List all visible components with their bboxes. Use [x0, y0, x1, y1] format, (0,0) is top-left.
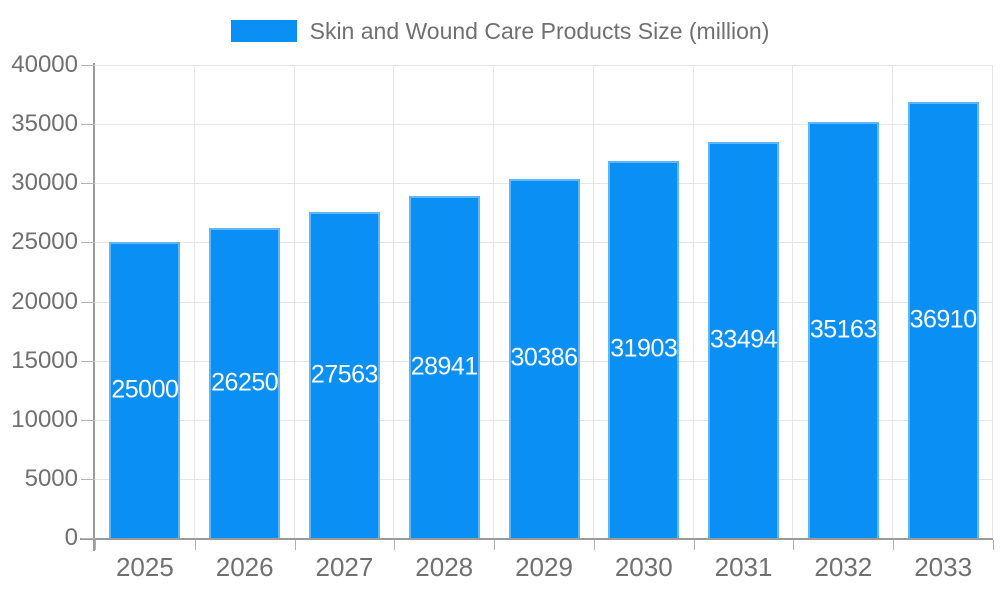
bar-2030[interactable] — [608, 160, 680, 538]
y-axis-tick-label: 35000 — [11, 110, 78, 138]
y-axis-tick — [81, 419, 95, 421]
gridline-vertical — [293, 65, 295, 538]
bar-2033[interactable] — [907, 101, 979, 538]
x-axis-tick — [693, 540, 695, 550]
x-axis-tick-label: 2028 — [415, 552, 474, 582]
plot-area: 25000 26250 27563 28941 30386 31903 33494 35163… — [95, 65, 993, 538]
gridline-vertical — [193, 65, 195, 538]
y-axis-tick — [81, 301, 95, 303]
gridline-horizontal — [95, 124, 993, 126]
y-axis-tick — [81, 538, 95, 539]
y-axis-tick-label: 15000 — [11, 346, 78, 374]
bar-value-label: 25000 — [111, 375, 179, 404]
chart-legend[interactable]: Skin and Wound Care Products Size (milli… — [0, 17, 1000, 45]
y-axis-tick-label: 20000 — [11, 287, 78, 315]
gridline-vertical — [592, 65, 594, 538]
x-axis-tick — [993, 540, 994, 550]
bar-value-label: 36910 — [909, 305, 978, 334]
x-axis-tick-label: 2027 — [315, 552, 374, 582]
bar-2028[interactable] — [408, 195, 480, 538]
y-axis-tick — [81, 65, 95, 66]
bar-value-label: 26250 — [211, 368, 279, 397]
y-axis-tick — [81, 124, 95, 126]
bar-2027[interactable] — [308, 212, 380, 538]
gridline-vertical — [692, 65, 694, 538]
y-axis-tick-label: 5000 — [24, 464, 78, 492]
bar-value-label: 35163 — [809, 315, 878, 344]
bar-value-label: 33494 — [710, 325, 778, 354]
bar-2032[interactable] — [807, 122, 879, 538]
x-axis-tick-label: 2033 — [914, 552, 973, 582]
bar-value-label: 27563 — [310, 360, 379, 389]
gridline-vertical — [792, 65, 794, 538]
x-axis-tick — [893, 540, 895, 550]
bar-value-label: 30386 — [510, 343, 578, 372]
y-axis-tick-label: 0 — [64, 524, 78, 551]
y-axis-tick — [81, 478, 95, 480]
x-axis-tick — [394, 540, 396, 550]
gridline-vertical — [493, 65, 495, 538]
bar-2031[interactable] — [708, 141, 780, 538]
gridline-vertical — [892, 65, 894, 538]
x-axis-line — [80, 538, 993, 540]
x-axis-tick — [593, 540, 595, 550]
bar-2025[interactable] — [109, 242, 181, 538]
x-axis-tick — [494, 540, 496, 550]
x-axis-tick — [793, 540, 795, 550]
bar-2026[interactable] — [209, 227, 281, 538]
y-axis-tick-label: 30000 — [11, 169, 78, 197]
x-axis-tick-label: 2030 — [614, 552, 673, 582]
bar-value-label: 28941 — [410, 352, 479, 381]
x-axis-tick-label: 2031 — [714, 552, 773, 582]
bar-2029[interactable] — [508, 178, 580, 538]
x-axis-tick — [294, 540, 296, 550]
y-axis-tick-label: 25000 — [11, 228, 78, 256]
x-axis-tick — [194, 540, 196, 550]
x-axis-tick-label: 2032 — [814, 552, 873, 582]
legend-label: Skin and Wound Care Products Size (milli… — [309, 17, 770, 44]
legend-swatch — [230, 20, 297, 42]
y-axis-line — [93, 63, 95, 551]
gridline-vertical — [393, 65, 395, 538]
y-axis-tick-label: 40000 — [11, 51, 78, 78]
y-axis-tick — [81, 360, 95, 362]
y-axis-tick — [81, 242, 95, 244]
x-axis-tick — [95, 540, 96, 550]
bar-value-label: 31903 — [610, 334, 678, 363]
x-axis-tick-label: 2026 — [215, 552, 274, 582]
gridline-vertical — [992, 65, 993, 538]
y-axis-tick — [81, 183, 95, 185]
gridline-horizontal — [95, 65, 993, 66]
x-axis-tick-label: 2029 — [515, 552, 573, 582]
x-axis-tick-label: 2025 — [115, 552, 174, 582]
y-axis-tick-label: 10000 — [11, 405, 78, 433]
